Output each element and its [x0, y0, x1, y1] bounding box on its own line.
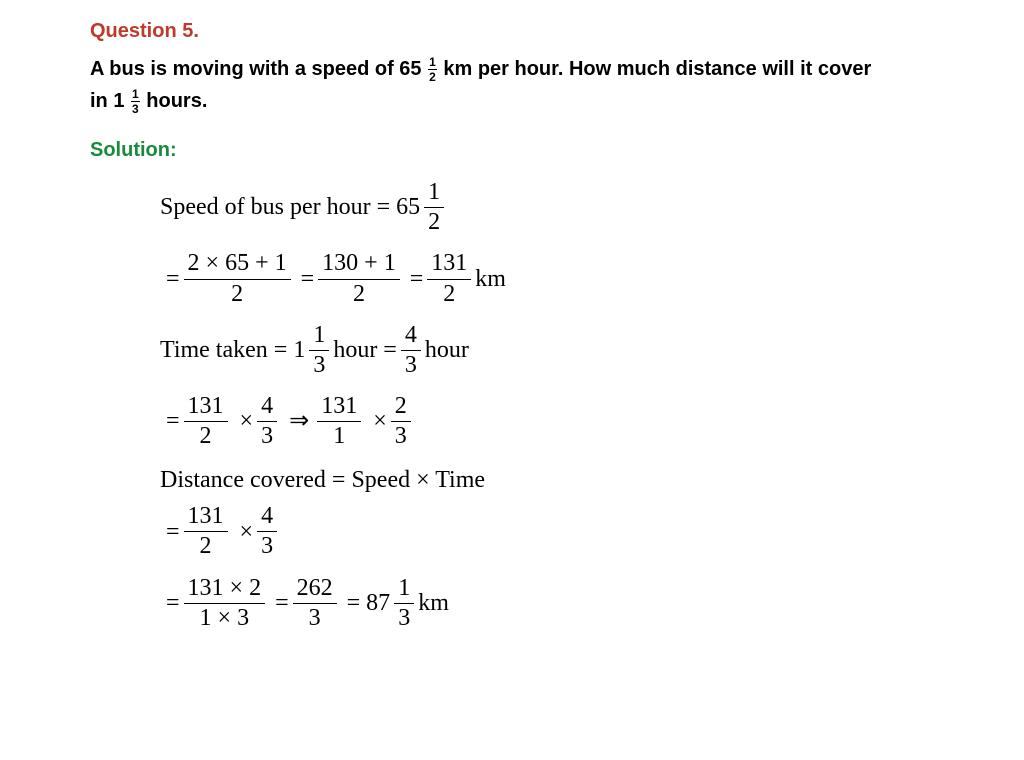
fraction-numerator: 4: [401, 323, 421, 351]
fraction-denominator: 3: [131, 102, 140, 115]
equals: =: [275, 589, 289, 618]
fraction-numerator: 131: [317, 394, 361, 422]
fraction: 4 3: [401, 323, 421, 378]
fraction: 1 3: [309, 323, 329, 378]
question-speed-fraction: 1 2: [428, 56, 437, 83]
unit-hour: hour: [425, 336, 469, 365]
fraction-denominator: 3: [257, 422, 277, 449]
question-line1-mid: km per hour. How much distance will it c…: [443, 58, 871, 80]
fraction-denominator: 2: [349, 280, 369, 307]
question-line2-prefix: in 1: [90, 90, 124, 112]
fraction-denominator: 2: [227, 280, 247, 307]
solution-row-6: = 131 2 × 4 3: [160, 504, 964, 559]
equals: =: [166, 265, 180, 294]
fraction-denominator: 3: [305, 604, 325, 631]
question-text: A bus is moving with a speed of 65 1 2 k…: [90, 53, 964, 117]
fraction-numerator: 131: [427, 251, 471, 279]
fraction-numerator: 2: [391, 394, 411, 422]
fraction-denominator: 3: [257, 532, 277, 559]
fraction: 2 3: [391, 394, 411, 449]
fraction: 262 3: [293, 576, 337, 631]
document-page: Question 5. A bus is moving with a speed…: [0, 0, 1024, 667]
fraction-numerator: 131 × 2: [184, 576, 266, 604]
fraction-numerator: 131: [184, 504, 228, 532]
fraction-numerator: 1: [131, 88, 140, 102]
fraction: 131 2: [184, 504, 228, 559]
unit-km: km: [418, 589, 449, 618]
fraction-numerator: 130 + 1: [318, 251, 400, 279]
solution-row-2: = 2 × 65 + 1 2 = 130 + 1 2 = 131 2 km: [160, 251, 964, 306]
fraction-numerator: 1: [394, 576, 414, 604]
equals: =: [166, 589, 180, 618]
fraction-numerator: 1: [309, 323, 329, 351]
speed-label: Speed of bus per hour = 65: [160, 193, 420, 222]
solution-heading: Solution:: [90, 139, 964, 162]
fraction: 2 × 65 + 1 2: [184, 251, 291, 306]
equals: =: [166, 518, 180, 547]
fraction-numerator: 262: [293, 576, 337, 604]
fraction-denominator: 1 × 3: [196, 604, 254, 631]
fraction: 4 3: [257, 394, 277, 449]
fraction-denominator: 3: [394, 604, 414, 631]
times-symbol: ×: [240, 407, 254, 436]
solution-row-1: Speed of bus per hour = 65 1 2: [160, 180, 964, 235]
question-line2-suffix: hours.: [146, 90, 207, 112]
time-label: Time taken = 1: [160, 336, 305, 365]
fraction: 131 × 2 1 × 3: [184, 576, 266, 631]
fraction-denominator: 2: [428, 70, 437, 83]
fraction: 131 2: [184, 394, 228, 449]
times-symbol: ×: [240, 518, 254, 547]
question-heading: Question 5.: [90, 20, 964, 43]
distance-formula-label: Distance covered = Speed × Time: [160, 466, 485, 495]
fraction-denominator: 3: [391, 422, 411, 449]
question-time-fraction: 1 3: [131, 88, 140, 115]
fraction: 1 2: [424, 180, 444, 235]
fraction-denominator: 2: [196, 422, 216, 449]
fraction-denominator: 3: [309, 351, 329, 378]
unit-km: km: [475, 265, 506, 294]
fraction-numerator: 1: [428, 56, 437, 70]
fraction-numerator: 2 × 65 + 1: [184, 251, 291, 279]
solution-row-5: Distance covered = Speed × Time: [160, 466, 964, 495]
fraction: 130 + 1 2: [318, 251, 400, 306]
solution-row-3: Time taken = 1 1 3 hour = 4 3 hour: [160, 323, 964, 378]
equals: =: [301, 265, 315, 294]
question-line1-prefix: A bus is moving with a speed of 65: [90, 58, 422, 80]
solution-row-7: = 131 × 2 1 × 3 = 262 3 = 87 1 3 km: [160, 576, 964, 631]
fraction-numerator: 1: [424, 180, 444, 208]
arrow-symbol: ⇒: [289, 407, 309, 436]
solution-row-4: = 131 2 × 4 3 ⇒ 131 1 × 2 3: [160, 394, 964, 449]
equals-result: = 87: [347, 589, 391, 618]
equals: =: [166, 407, 180, 436]
fraction-denominator: 2: [424, 208, 444, 235]
fraction: 4 3: [257, 504, 277, 559]
equals: =: [410, 265, 424, 294]
solution-block: Speed of bus per hour = 65 1 2 = 2 × 65 …: [160, 180, 964, 631]
fraction-numerator: 4: [257, 504, 277, 532]
fraction-denominator: 1: [329, 422, 349, 449]
fraction-denominator: 3: [401, 351, 421, 378]
fraction-numerator: 131: [184, 394, 228, 422]
times-symbol: ×: [373, 407, 387, 436]
fraction: 131 2: [427, 251, 471, 306]
fraction-denominator: 2: [439, 280, 459, 307]
fraction-denominator: 2: [196, 532, 216, 559]
label-hour-eq: hour =: [333, 336, 397, 365]
fraction: 1 3: [394, 576, 414, 631]
fraction-numerator: 4: [257, 394, 277, 422]
fraction: 131 1: [317, 394, 361, 449]
